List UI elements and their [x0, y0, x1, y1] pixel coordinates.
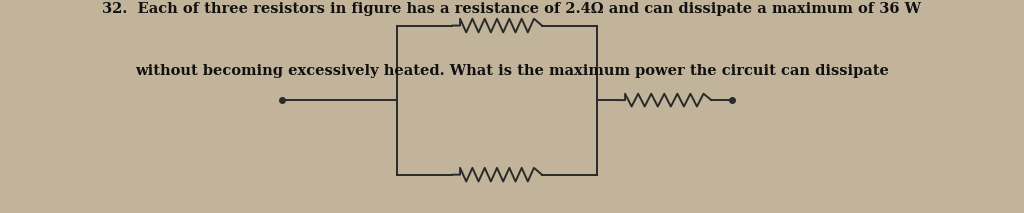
Text: 32.  Each of three resistors in figure has a resistance of 2.4Ω and can dissipat: 32. Each of three resistors in figure ha…: [102, 2, 922, 16]
Text: without becoming excessively heated. What is the maximum power the circuit can d: without becoming excessively heated. Wha…: [135, 64, 889, 78]
